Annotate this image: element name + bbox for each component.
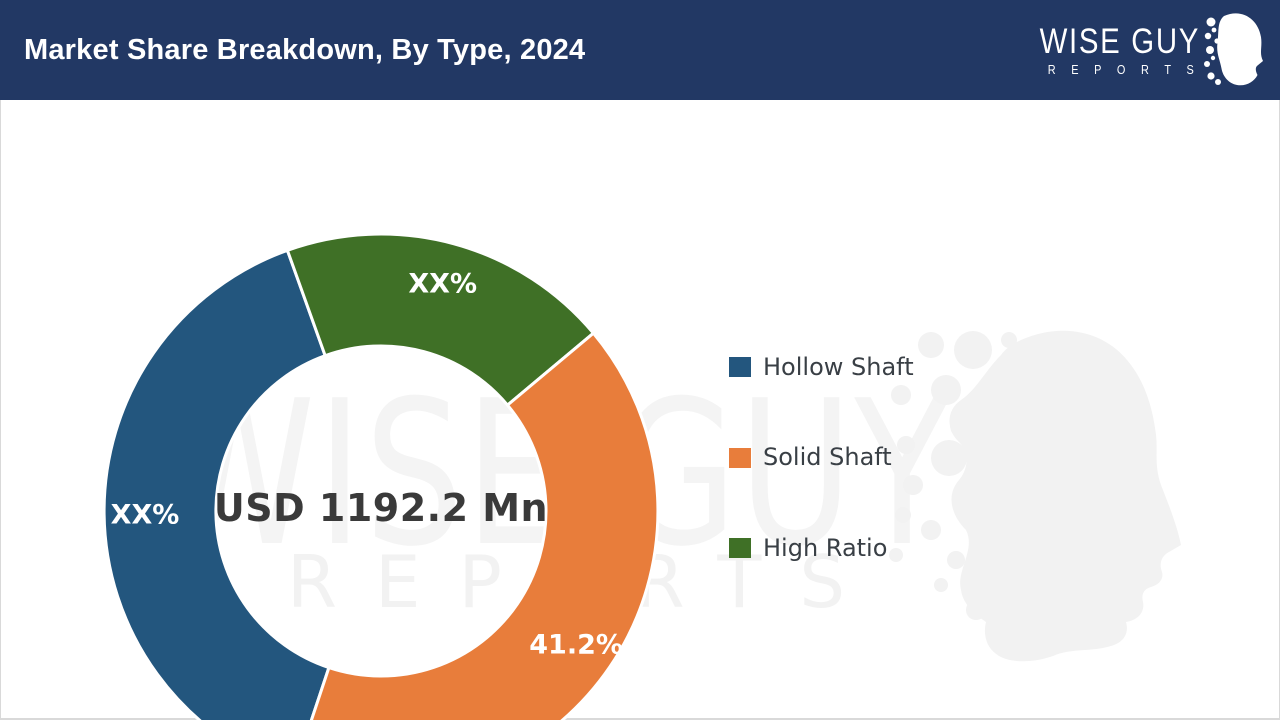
legend-label: High Ratio <box>763 533 888 562</box>
donut-segment-solid-shaft <box>309 331 660 720</box>
legend-swatch <box>729 537 751 558</box>
page-title: Market Share Breakdown, By Type, 2024 <box>24 33 586 66</box>
wiseguy-logo: WISE GUY R E P O R T S <box>1009 10 1266 90</box>
donut-segment-high-ratio <box>285 232 595 407</box>
logo-wordmark-sub: R E P O R T S <box>1047 61 1200 77</box>
legend-item-hollow-shaft: Hollow Shaft <box>729 354 914 380</box>
segment-label: 41.2% <box>529 629 623 660</box>
watermark-face-icon <box>889 330 1181 662</box>
legend-label: Hollow Shaft <box>763 353 914 381</box>
legend-label: Solid Shaft <box>763 443 892 472</box>
legend-item-high-ratio: High Ratio <box>729 533 914 562</box>
legend-item-solid-shaft: Solid Shaft <box>729 443 914 472</box>
logo-wordmark-main: WISE GUY <box>1039 21 1200 61</box>
donut-chart: XX% XX% 41.2% <box>102 232 660 720</box>
segment-label: XX% <box>111 499 180 530</box>
logo-wordmark: WISE GUY R E P O R T S <box>1040 24 1200 77</box>
chart-legend: Hollow Shaft Solid Shaft High Ratio <box>729 354 914 561</box>
segment-label: XX% <box>408 269 477 300</box>
legend-swatch <box>729 357 751 378</box>
header-bar: Market Share Breakdown, By Type, 2024 WI… <box>0 0 1280 100</box>
legend-swatch <box>729 447 751 468</box>
logo-face-icon <box>1204 13 1263 86</box>
donut-segment-hollow-shaft <box>102 248 331 720</box>
donut-center-value: USD 1192.2 Mn <box>213 486 549 530</box>
